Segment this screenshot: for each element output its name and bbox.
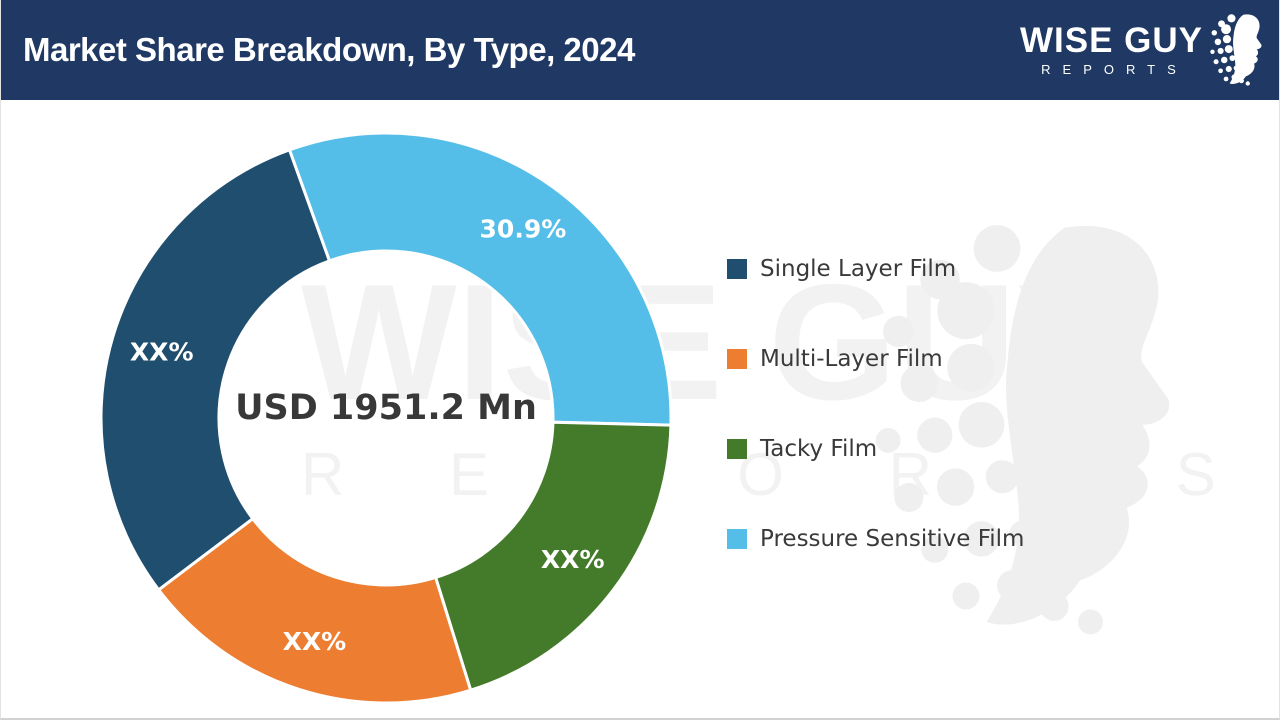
wiseguy-logo: WISE GUY REPORTS bbox=[1020, 12, 1265, 88]
chart-center-value: USD 1951.2 Mn bbox=[235, 388, 537, 428]
logo-subtitle: REPORTS bbox=[1041, 62, 1188, 77]
wiseguy-face-icon bbox=[1207, 12, 1265, 88]
donut-chart: 30.9% XX% XX% XX% bbox=[99, 131, 673, 705]
donut-slice-multi-layer-film bbox=[156, 516, 473, 705]
legend-item-pressure-sensitive-film: Pressure Sensitive Film bbox=[727, 524, 1024, 554]
header-bar: Market Share Breakdown, By Type, 2024 WI… bbox=[1, 0, 1279, 100]
slice-data-label: XX% bbox=[130, 337, 194, 366]
legend-swatch-multi-layer-film bbox=[727, 349, 747, 369]
legend-swatch-single-layer-film bbox=[727, 259, 747, 279]
legend-item-tacky-film: Tacky Film bbox=[727, 434, 1024, 464]
chart-area: WISE GUY R E P O R T S 30.9% XX% XX% XX% US… bbox=[1, 100, 1279, 718]
legend-swatch-tacky-film bbox=[727, 439, 747, 459]
legend: Single Layer Film Multi-Layer Film Tacky… bbox=[727, 254, 1024, 614]
legend-label: Tacky Film bbox=[760, 436, 878, 462]
legend-item-single-layer-film: Single Layer Film bbox=[727, 254, 1024, 284]
donut-slice-tacky-film bbox=[433, 420, 673, 693]
logo-text: WISE GUY REPORTS bbox=[1020, 23, 1203, 77]
legend-swatch-pressure-sensitive-film bbox=[727, 529, 747, 549]
donut-slice-pressure-sensitive-film bbox=[287, 131, 673, 427]
legend-label: Pressure Sensitive Film bbox=[760, 526, 1025, 552]
slice-data-label: XX% bbox=[283, 627, 347, 656]
legend-label: Single Layer Film bbox=[760, 256, 957, 282]
slice-data-label: XX% bbox=[541, 545, 605, 574]
legend-label: Multi-Layer Film bbox=[760, 346, 943, 372]
slice-data-label: 30.9% bbox=[480, 214, 567, 243]
page-title: Market Share Breakdown, By Type, 2024 bbox=[23, 31, 635, 68]
logo-wordmark: WISE GUY bbox=[1019, 21, 1203, 60]
legend-item-multi-layer-film: Multi-Layer Film bbox=[727, 344, 1024, 374]
donut-slice-single-layer-film bbox=[99, 147, 332, 592]
